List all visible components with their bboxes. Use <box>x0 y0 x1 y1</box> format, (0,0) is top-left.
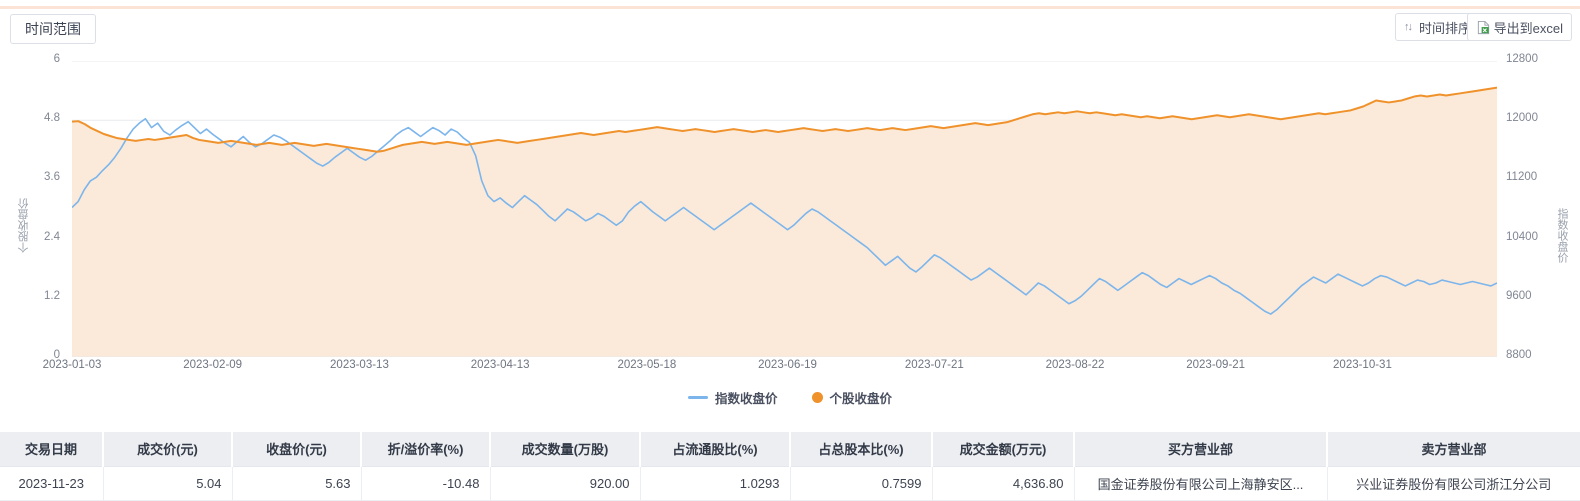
x-axis-tick: 2023-03-13 <box>330 359 389 371</box>
table-cell-total-pct: 0.7599 <box>790 466 933 501</box>
legend-label-index: 指数收盘价 <box>714 392 778 406</box>
time-sort-button[interactable]: ↑↓ 时间排序 <box>1394 13 1480 41</box>
table-cell-close-price: 5.63 <box>232 466 362 501</box>
y-axis-right-tick: 9600 <box>1506 289 1532 302</box>
y-axis-left-tick: 2.4 <box>44 230 60 243</box>
legend-item-index[interactable]: 指数收盘价 <box>687 388 778 407</box>
y-axis-right-tick: 12000 <box>1506 112 1538 125</box>
time-sort-label: 时间排序 <box>1418 20 1471 36</box>
y-axis-left-tick: 6 <box>53 53 60 65</box>
y-axis-right-tick: 12800 <box>1506 53 1538 65</box>
index-close-line <box>72 117 1497 315</box>
table-header-row: 交易日期 成交价(元) 收盘价(元) 折/溢价率(%) 成交数量(万股) 占流通股比(%)… <box>0 432 1580 467</box>
x-axis-tick: 2023-08-22 <box>1045 359 1105 371</box>
sort-updown-icon: ↑↓ <box>1403 21 1413 33</box>
y-axis-right-tick: 10400 <box>1506 230 1538 243</box>
table-column-header[interactable]: 占总股本比(%) <box>790 432 933 467</box>
table-column-header[interactable]: 买方营业部 <box>1074 432 1328 467</box>
time-range-button[interactable]: 时间范围 <box>10 14 96 44</box>
y-axis-right-tick: 11200 <box>1506 171 1538 184</box>
y-axis-left-tick: 4.8 <box>44 112 60 125</box>
legend-item-stock[interactable]: 个股收盘价 <box>811 388 893 407</box>
table-column-header[interactable]: 卖方营业部 <box>1327 432 1580 467</box>
toolbar: 时间范围 ↑↓ 时间排序 导出到excel <box>0 0 1580 48</box>
table-cell-date: 2023-11-23 <box>0 466 104 501</box>
x-axis-tick: 2023-07-21 <box>904 359 964 371</box>
table-body: 2023-11-23 5.04 5.63 -10.48 920.00 1.0293 0.75… <box>0 466 1580 501</box>
table-cell-amount: 4,636.80 <box>932 466 1075 501</box>
stock-area-fill <box>72 87 1497 357</box>
time-range-label: 时间范围 <box>25 21 81 37</box>
table-column-header[interactable]: 成交价(元) <box>103 432 233 467</box>
legend-line-icon <box>687 396 708 399</box>
y-axis-right-tick: 8800 <box>1506 349 1532 361</box>
table-column-header[interactable]: 交易日期 <box>0 432 104 467</box>
x-axis-tick: 2023-02-09 <box>183 359 243 371</box>
x-axis-tick: 2023-06-19 <box>758 359 817 371</box>
price-chart: 个股收盘价 指数收盘价 0 1.2 2.4 3.6 4.8 6 8800 9600 10400… <box>0 48 1580 425</box>
stock-close-line <box>72 86 1497 153</box>
legend-label-stock: 个股收盘价 <box>829 392 893 406</box>
table-cell-seller: 兴业证券股份有限公司浙江分公司 <box>1327 466 1580 501</box>
chart-plot-area <box>72 61 1497 357</box>
y-axis-left-tick: 3.6 <box>44 171 60 184</box>
x-axis-tick: 2023-10-31 <box>1333 359 1392 371</box>
table-column-header[interactable]: 折/溢价率(%) <box>361 432 491 467</box>
table-cell-float-pct: 1.0293 <box>640 466 791 501</box>
x-axis-tick: 2023-05-18 <box>617 359 677 371</box>
table-column-header[interactable]: 占流通股比(%) <box>640 432 791 467</box>
toolbar-top-divider <box>0 6 1580 9</box>
legend-dot-icon <box>811 392 823 403</box>
y-axis-left-title: 个股收盘价 <box>18 198 30 253</box>
excel-file-icon <box>1476 20 1491 35</box>
y-axis-left-tick: 1.2 <box>44 289 60 302</box>
table-column-header[interactable]: 收盘价(元) <box>232 432 362 467</box>
table-column-header[interactable]: 成交数量(万股) <box>490 432 641 467</box>
trade-table-wrap: 交易日期 成交价(元) 收盘价(元) 折/溢价率(%) 成交数量(万股) 占流通股比(%)… <box>0 432 1580 501</box>
table-row[interactable]: 2023-11-23 5.04 5.63 -10.48 920.00 1.0293 0.75… <box>0 466 1580 501</box>
table-cell-premium-rate: -10.48 <box>361 466 491 501</box>
y-axis-left-tick: 0 <box>53 349 60 361</box>
table-cell-deal-price: 5.04 <box>103 466 233 501</box>
table-cell-buyer: 国金证券股份有限公司上海静安区... <box>1074 466 1328 501</box>
table-cell-volume: 920.00 <box>490 466 641 501</box>
x-axis-tick: 2023-01-03 <box>42 359 102 371</box>
export-excel-button[interactable]: 导出到excel <box>1466 13 1572 41</box>
export-excel-label: 导出到excel <box>1493 20 1563 36</box>
x-axis-tick: 2023-09-21 <box>1186 359 1246 371</box>
x-axis-tick: 2023-04-13 <box>470 359 530 371</box>
block-trade-table: 交易日期 成交价(元) 收盘价(元) 折/溢价率(%) 成交数量(万股) 占流通股比(%)… <box>0 432 1580 501</box>
chart-legend: 指数收盘价 个股收盘价 <box>0 388 1580 407</box>
table-column-header[interactable]: 成交金额(万元) <box>932 432 1075 467</box>
y-axis-right-title: 指数收盘价 <box>1556 208 1568 263</box>
